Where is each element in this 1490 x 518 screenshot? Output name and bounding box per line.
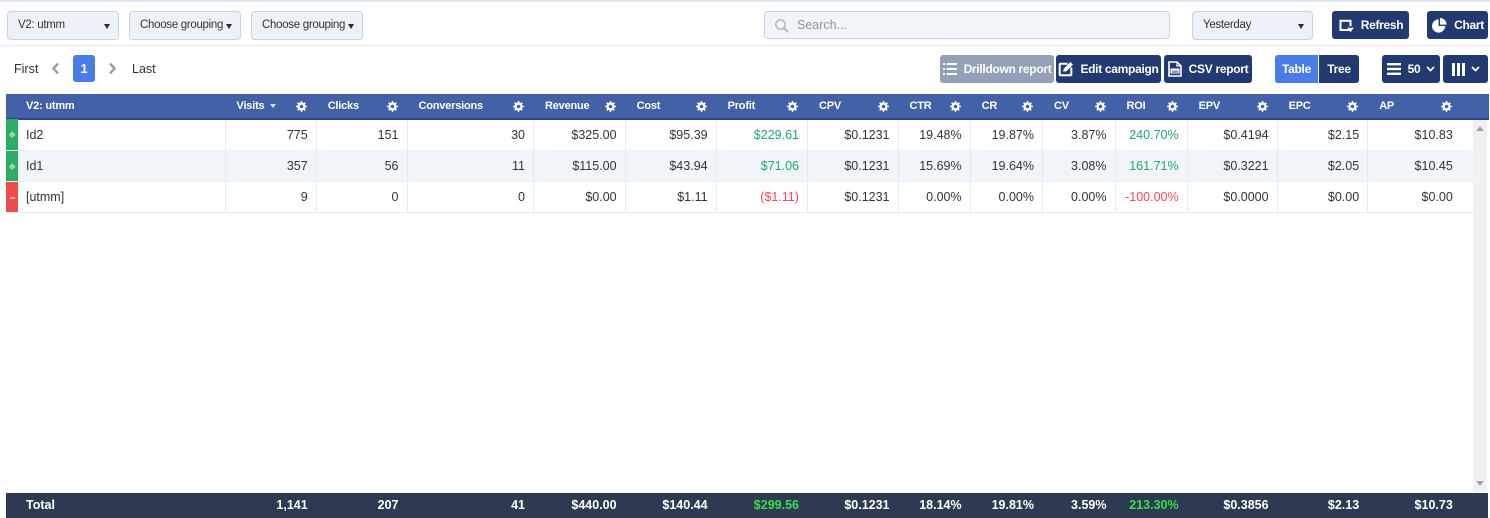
svg-text:csv: csv <box>1171 69 1178 74</box>
